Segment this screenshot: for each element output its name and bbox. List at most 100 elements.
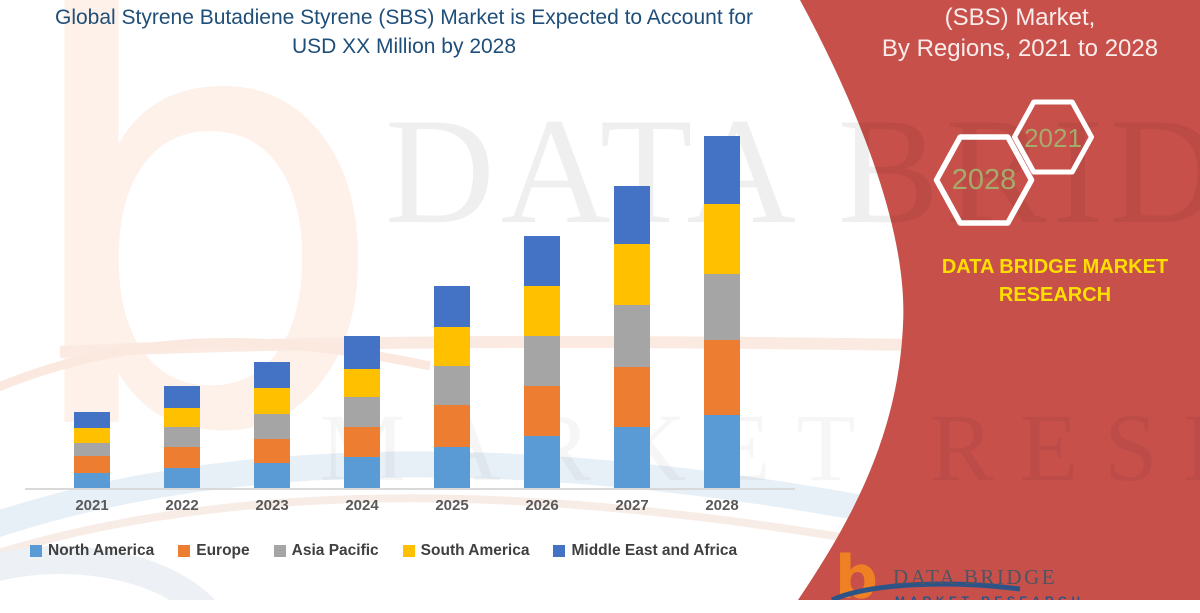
segment-south-america (614, 244, 650, 305)
bar-2023 (227, 362, 317, 488)
dbmr-logo-name: DATA BRIDGE (893, 565, 1058, 589)
x-axis-label-2028: 2028 (705, 497, 739, 514)
chart-title: Global Styrene Butadiene Styrene (SBS) M… (8, 3, 800, 61)
segment-asia-pacific (704, 274, 740, 340)
segment-south-america (344, 369, 380, 397)
segment-europe (614, 367, 650, 427)
chart-title-line-2: USD XX Million by 2028 (291, 35, 517, 58)
legend-label: Europe (196, 542, 250, 559)
hexagon-year-2028: 2028 (951, 164, 1017, 196)
hexagon-year-2021: 2021 (1024, 123, 1082, 153)
legend-item-middle-east-and-africa: Middle East and Africa (553, 542, 737, 560)
stacked-bar (164, 386, 200, 488)
legend-label: North America (48, 542, 155, 559)
segment-middle-east-and-africa (614, 186, 650, 244)
stacked-bar (434, 286, 470, 488)
x-axis-label-2023: 2023 (255, 497, 289, 514)
bar-2026 (497, 236, 587, 488)
legend-swatch-icon (30, 545, 42, 557)
legend-swatch-icon (273, 545, 286, 557)
legend: North America Europe Asia Pacific South Ame… (30, 542, 737, 560)
segment-middle-east-and-africa (344, 336, 380, 369)
dbmr-logo-subtitle: MARKET RESEARCH (895, 594, 1085, 608)
segment-south-america (434, 327, 470, 366)
x-axis-label-2025: 2025 (435, 497, 469, 514)
x-axis-line (25, 488, 795, 490)
side-panel-heading: (SBS) Market, By Regions, 2021 to 2028 (845, 2, 1195, 64)
segment-south-america (74, 428, 110, 443)
legend-item-europe: Europe (178, 542, 250, 560)
segment-south-america (164, 408, 200, 427)
bar-2022 (137, 386, 227, 488)
segment-middle-east-and-africa (434, 286, 470, 327)
segment-north-america (434, 447, 470, 488)
x-axis-label-2026: 2026 (525, 497, 559, 514)
legend-label: South America (420, 542, 530, 559)
plot-area (30, 80, 790, 488)
legend-label: Asia Pacific (291, 542, 379, 559)
dbmr-b-watermark-icon: b (10, 0, 391, 564)
segment-europe (344, 427, 380, 457)
brand-name-line-1: DATA BRIDGE MARKET (941, 256, 1169, 278)
bar-2027 (587, 186, 677, 488)
segment-middle-east-and-africa (74, 412, 110, 428)
segment-middle-east-and-africa (254, 362, 290, 388)
x-axis-label-2021: 2021 (75, 497, 109, 514)
legend-item-north-america: North America (30, 542, 154, 560)
bar-2025 (407, 286, 497, 488)
segment-asia-pacific (434, 366, 470, 405)
segment-europe (704, 340, 740, 415)
stacked-bar (344, 336, 380, 488)
segment-asia-pacific (164, 427, 200, 447)
legend-swatch-icon (178, 545, 191, 557)
segment-north-america (614, 427, 650, 488)
dbmr-logo-swoosh-icon (830, 578, 1025, 602)
brand-name-line-2: RESEARCH (998, 284, 1112, 306)
legend-label: Middle East and Africa (571, 542, 738, 559)
hexagon-badges-icon (933, 98, 1098, 230)
segment-south-america (704, 204, 740, 274)
segment-europe (74, 456, 110, 473)
segment-north-america (254, 463, 290, 488)
x-axis-label-2022: 2022 (165, 497, 199, 514)
segment-asia-pacific (614, 305, 650, 367)
infographic: b DATA BRIDGE MARKET RESEARCH Global Sty… (0, 0, 1200, 600)
side-panel-heading-line-2: By Regions, 2021 to 2028 (881, 35, 1159, 62)
segment-middle-east-and-africa (704, 136, 740, 204)
segment-europe (254, 439, 290, 463)
segment-asia-pacific (74, 443, 110, 456)
segment-middle-east-and-africa (524, 236, 560, 286)
x-axis-label-2024: 2024 (345, 497, 379, 514)
segment-north-america (74, 473, 110, 488)
segment-north-america (164, 468, 200, 488)
segment-asia-pacific (254, 414, 290, 439)
stacked-bar (704, 136, 740, 488)
segment-north-america (524, 436, 560, 488)
x-axis-label-2027: 2027 (615, 497, 649, 514)
legend-item-asia-pacific: Asia Pacific (273, 542, 379, 560)
stacked-bar (74, 412, 110, 488)
segment-south-america (254, 388, 290, 414)
segment-north-america (344, 457, 380, 488)
legend-swatch-icon (402, 545, 415, 557)
bar-2028 (677, 136, 767, 488)
brand-name-text: DATA BRIDGE MARKET RESEARCH (935, 253, 1175, 309)
segment-europe (524, 386, 560, 436)
side-panel-heading-line-1: (SBS) Market, (944, 4, 1096, 31)
bar-2021 (47, 412, 137, 488)
stacked-bar (614, 186, 650, 488)
stacked-bar (254, 362, 290, 488)
segment-asia-pacific (524, 336, 560, 386)
bar-2024 (317, 336, 407, 488)
segment-asia-pacific (344, 397, 380, 427)
stacked-bar (524, 236, 560, 488)
x-axis-labels: 2021 2022 2023 2024 2025 2026 2027 2028 (47, 497, 767, 514)
legend-item-south-america: South America (402, 542, 530, 560)
segment-south-america (524, 286, 560, 336)
segment-europe (164, 447, 200, 468)
segment-middle-east-and-africa (164, 386, 200, 408)
chart-title-line-1: Global Styrene Butadiene Styrene (SBS) M… (54, 6, 754, 29)
segment-europe (434, 405, 470, 447)
segment-north-america (704, 415, 740, 488)
legend-swatch-icon (553, 545, 566, 557)
